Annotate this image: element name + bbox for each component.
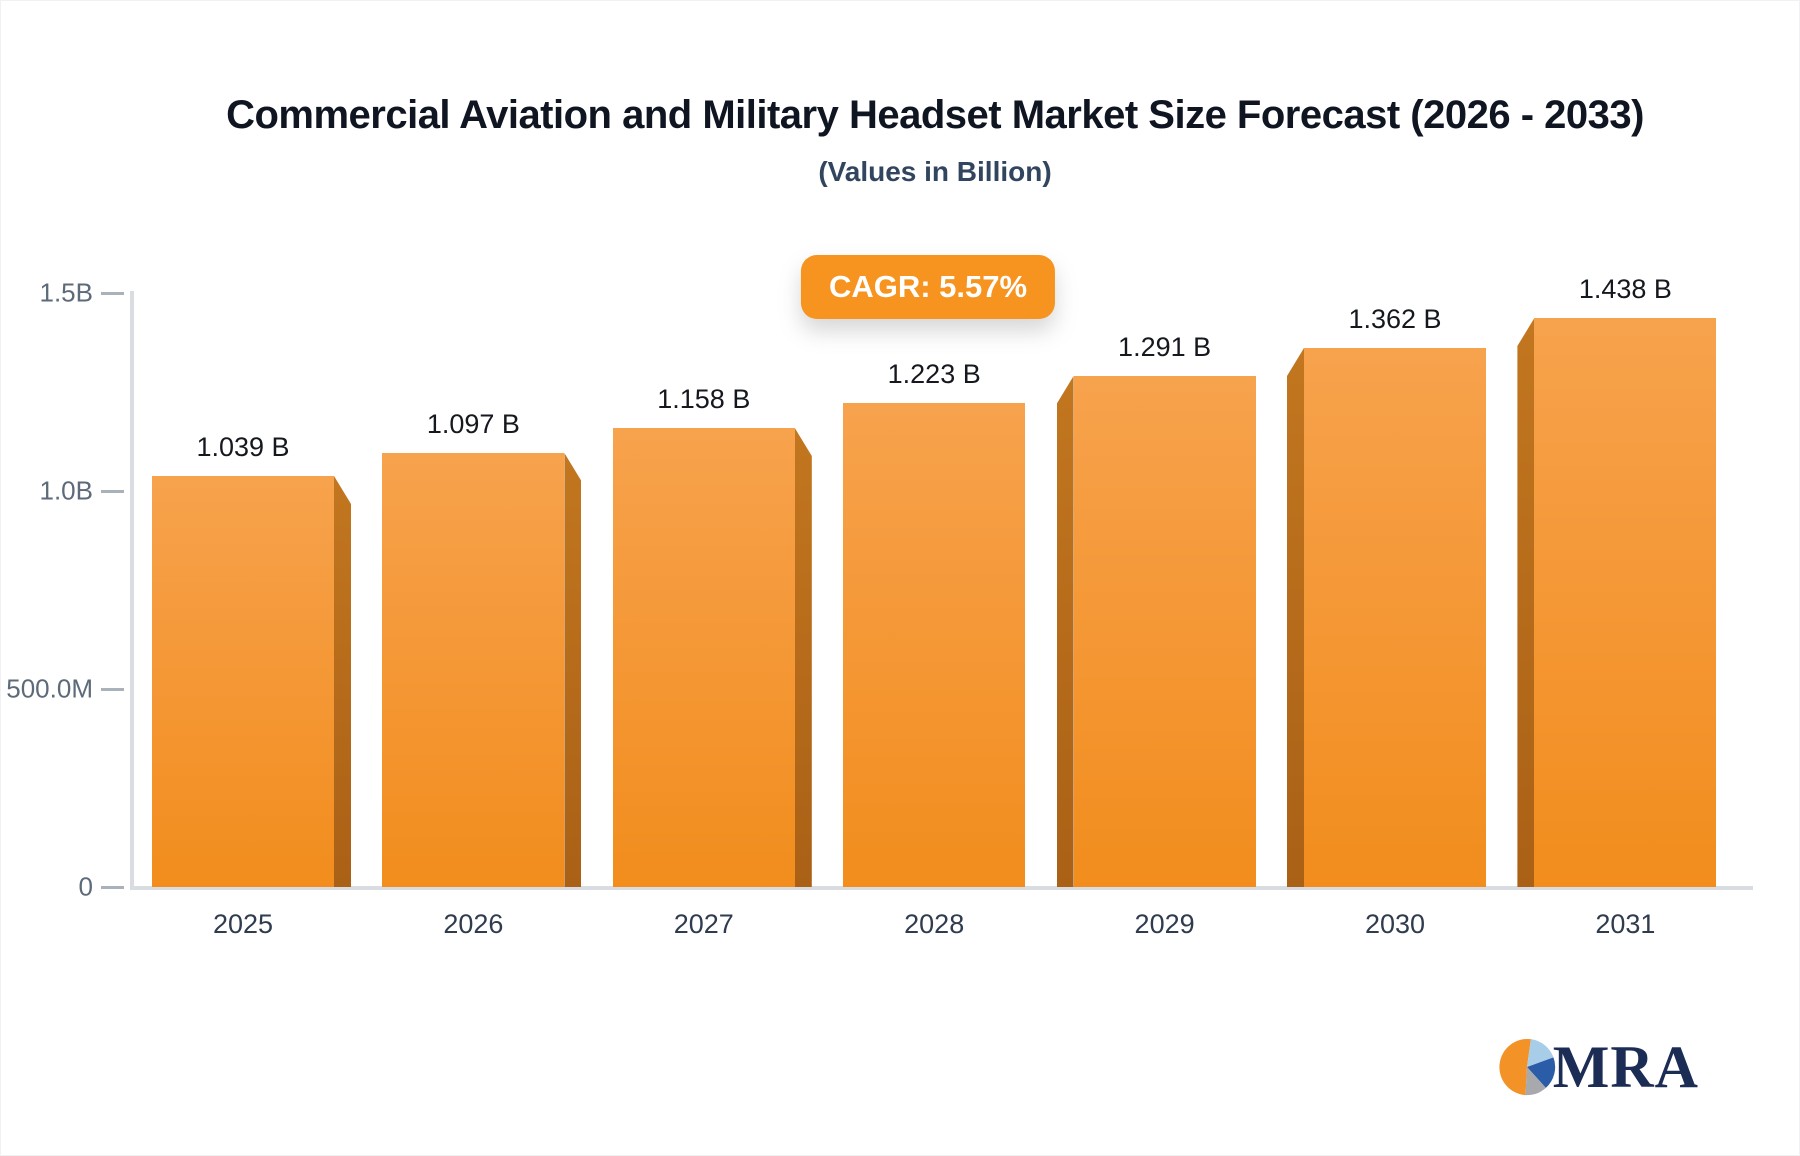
x-axis-label-2029: 2029 [1134,909,1195,939]
x-axis-line [130,886,1753,890]
brand-logo: MRA [1497,1037,1699,1097]
bar-side-2025 [334,476,351,887]
pie-slice-lightblue [1526,1039,1554,1067]
x-axis-label-2025: 2025 [212,909,274,939]
bar-value-label-2026: 1.097 B [426,409,520,439]
y-tick-label: 1.0B [39,475,94,506]
bar-2031 [1534,318,1717,887]
bar-2030 [1304,348,1486,887]
page-title: Commercial Aviation and Military Headset… [226,93,1644,137]
bar-value-label-2025: 1.039 B [196,432,290,462]
page-subtitle: (Values in Billion) [818,156,1052,187]
brand-name: MRA [1552,1034,1699,1100]
y-tick-dash [101,292,124,295]
pie-slice-orange [1499,1038,1531,1096]
pie-slice-darkblue [1526,1057,1555,1088]
bar-value-label-2028: 1.223 B [887,359,981,389]
bar-side-2027 [794,428,812,887]
x-axis-label-2031: 2031 [1595,909,1656,939]
bar-value-label-2029: 1.291 B [1118,332,1212,362]
bar-2026 [382,453,565,887]
bar-2029 [1073,376,1256,887]
y-tick-dash [101,490,124,493]
bar-2027 [612,428,795,887]
y-tick-dash [101,688,124,691]
bar-side-2026 [564,453,582,887]
bar-2028 [843,403,1026,887]
bar-2025 [152,476,334,887]
x-axis-label-2030: 2030 [1364,909,1426,939]
bar-side-2031 [1517,318,1535,887]
y-axis-line [130,291,134,889]
pie-chart-icon [1499,1038,1555,1096]
bar-side-2030 [1287,348,1304,887]
y-tick-label: 500.0M [6,673,93,704]
bar-value-label-2031: 1.438 B [1578,274,1672,304]
pie-slice-gray [1525,1067,1546,1096]
chart-header: Commercial Aviation and Military Headset… [1,1,1799,188]
bar-value-label-2027: 1.158 B [657,384,751,414]
x-axis-label-2028: 2028 [904,909,965,939]
x-axis-label-2027: 2027 [673,909,734,939]
y-tick-label: 0 [78,871,93,902]
cagr-badge: CAGR: 5.57% [800,255,1056,319]
bar-value-label-2030: 1.362 B [1348,304,1442,334]
y-tick-label: 1.5B [39,277,94,308]
x-axis-label-2026: 2026 [443,909,504,939]
bar-side-2029 [1056,376,1074,887]
y-tick-dash [101,886,124,889]
